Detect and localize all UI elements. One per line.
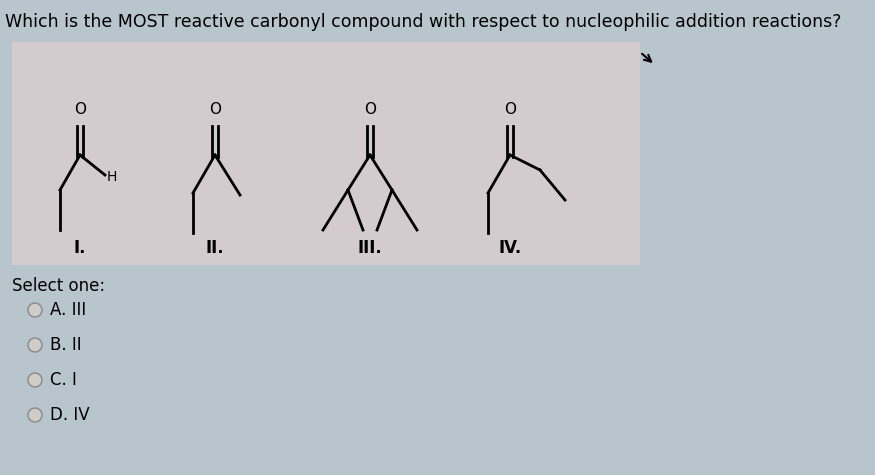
Text: IV.: IV. (499, 239, 522, 257)
Text: A. III: A. III (50, 301, 87, 319)
Text: B. II: B. II (50, 336, 81, 354)
Text: O: O (74, 103, 86, 117)
Text: Select one:: Select one: (12, 277, 105, 295)
Circle shape (28, 408, 42, 422)
Text: III.: III. (358, 239, 382, 257)
Text: II.: II. (206, 239, 224, 257)
Text: I.: I. (74, 239, 87, 257)
Text: C. I: C. I (50, 371, 77, 389)
Circle shape (28, 338, 42, 352)
Bar (12, 42, 640, 265)
Circle shape (28, 373, 42, 387)
Text: H: H (107, 170, 117, 184)
Circle shape (28, 303, 42, 317)
Text: O: O (364, 103, 376, 117)
Text: O: O (209, 103, 221, 117)
Text: O: O (504, 103, 516, 117)
Text: Which is the MOST reactive carbonyl compound with respect to nucleophilic additi: Which is the MOST reactive carbonyl comp… (5, 13, 842, 31)
Text: D. IV: D. IV (50, 406, 89, 424)
